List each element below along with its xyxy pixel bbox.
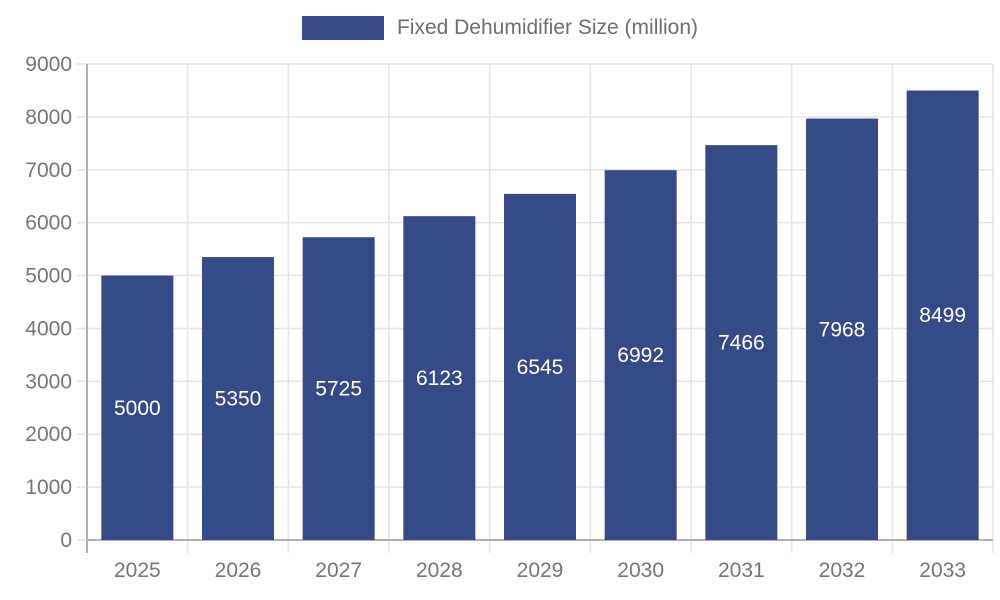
x-axis-label: 2027 (315, 559, 362, 582)
x-axis-label: 2032 (819, 559, 866, 582)
bar-value-label: 6123 (416, 367, 463, 390)
x-axis-label: 2033 (919, 559, 966, 582)
x-axis-label: 2031 (718, 559, 765, 582)
x-axis-label: 2028 (416, 559, 463, 582)
y-axis-label: 0 (60, 529, 72, 552)
legend-item[interactable]: Fixed Dehumidifier Size (million) (0, 16, 1000, 40)
x-axis-label: 2029 (517, 559, 564, 582)
legend-swatch (301, 16, 384, 40)
legend-label: Fixed Dehumidifier Size (million) (396, 16, 699, 39)
bar[interactable] (101, 275, 174, 540)
bar-value-label: 5725 (315, 378, 362, 401)
bar-value-label: 6992 (617, 344, 664, 367)
y-axis-label: 8000 (25, 106, 72, 129)
bar[interactable] (302, 237, 375, 540)
y-axis-label: 9000 (25, 53, 72, 76)
bar-value-label: 7968 (819, 318, 866, 341)
bar[interactable] (705, 145, 778, 540)
bar-value-label: 6545 (517, 356, 564, 379)
bar[interactable] (504, 193, 576, 540)
y-axis-label: 1000 (25, 476, 72, 499)
bar-value-label: 5350 (215, 388, 262, 411)
x-axis-label: 2026 (215, 559, 262, 582)
bar-value-label: 5000 (114, 397, 161, 420)
bar[interactable] (604, 170, 677, 541)
bar[interactable] (906, 90, 979, 541)
y-axis-label: 3000 (25, 370, 72, 393)
y-axis-label: 5000 (25, 265, 72, 288)
y-axis-label: 6000 (25, 212, 72, 235)
bar[interactable] (403, 216, 476, 541)
bar[interactable] (202, 257, 274, 540)
y-axis-label: 2000 (25, 423, 72, 446)
y-axis-label: 4000 (25, 317, 72, 340)
bar[interactable] (806, 118, 878, 541)
x-axis-label: 2030 (617, 559, 664, 582)
bar-value-label: 8499 (919, 304, 966, 327)
x-axis-label: 2025 (114, 559, 161, 582)
bar-value-label: 7466 (718, 332, 765, 355)
y-axis-label: 7000 (25, 159, 72, 182)
